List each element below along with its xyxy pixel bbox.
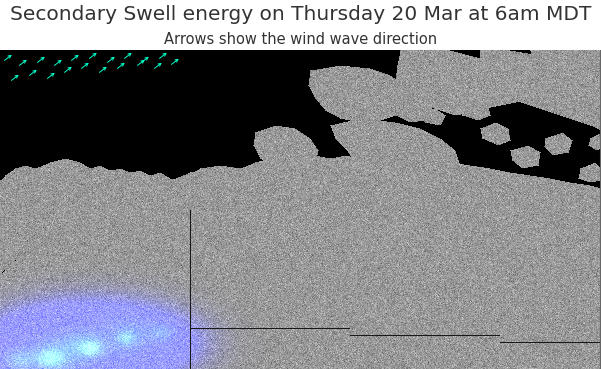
Text: Secondary Swell energy on Thursday 20 Mar at 6am MDT: Secondary Swell energy on Thursday 20 Ma… [10,6,591,24]
Text: Arrows show the wind wave direction: Arrows show the wind wave direction [164,32,437,48]
